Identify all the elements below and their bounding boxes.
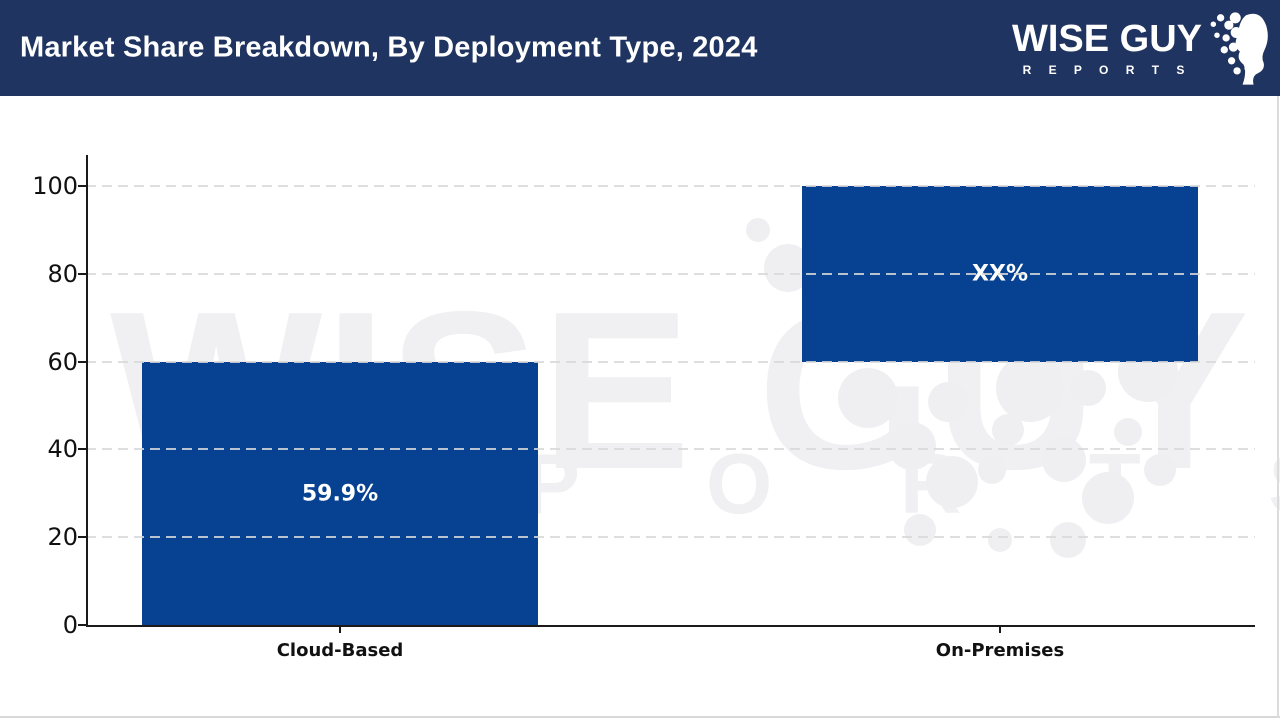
- brand-logo: WISE GUY R E P O R T S: [1012, 6, 1270, 90]
- face-profile-icon: [1210, 12, 1268, 85]
- y-tick-mark: [78, 185, 86, 187]
- header-bar: Market Share Breakdown, By Deployment Ty…: [0, 0, 1280, 96]
- page-right-divider: [1277, 96, 1279, 718]
- y-tick-mark: [78, 360, 86, 363]
- chart-title: Market Share Breakdown, By Deployment Ty…: [20, 31, 758, 64]
- y-tick-label: 60: [47, 347, 78, 376]
- bar-cloud-based: [142, 362, 538, 625]
- gridline-60: [86, 360, 1255, 363]
- x-category-label: On-Premises: [935, 640, 1065, 661]
- y-tick-label: 100: [32, 172, 78, 200]
- x-category-label: Cloud-Based: [276, 640, 404, 661]
- y-tick-label: 0: [62, 611, 78, 639]
- gridline-80: [86, 272, 1255, 275]
- x-tick-mark: [999, 625, 1001, 633]
- gridline-20: [86, 536, 1255, 539]
- y-tick-mark: [78, 624, 86, 626]
- y-tick-label: 20: [47, 523, 78, 552]
- gridline-100: [86, 185, 1255, 187]
- y-tick-mark: [78, 272, 86, 275]
- gridline-40: [86, 448, 1255, 451]
- y-tick-mark: [78, 448, 86, 451]
- y-tick-label: 80: [47, 259, 78, 288]
- brand-wordmark: WISE GUY: [1011, 17, 1202, 60]
- page-bottom-divider: [0, 716, 1280, 718]
- bar-value-label: 59.9%: [301, 481, 379, 507]
- brand-logo-text: WISE GUY R E P O R T S: [1012, 20, 1202, 77]
- brand-subtext: R E P O R T S: [1022, 62, 1192, 77]
- y-axis: [86, 155, 88, 627]
- y-tick-label: 40: [47, 435, 78, 464]
- y-tick-mark: [78, 536, 86, 539]
- x-axis: [86, 625, 1255, 627]
- x-tick-mark: [339, 625, 341, 633]
